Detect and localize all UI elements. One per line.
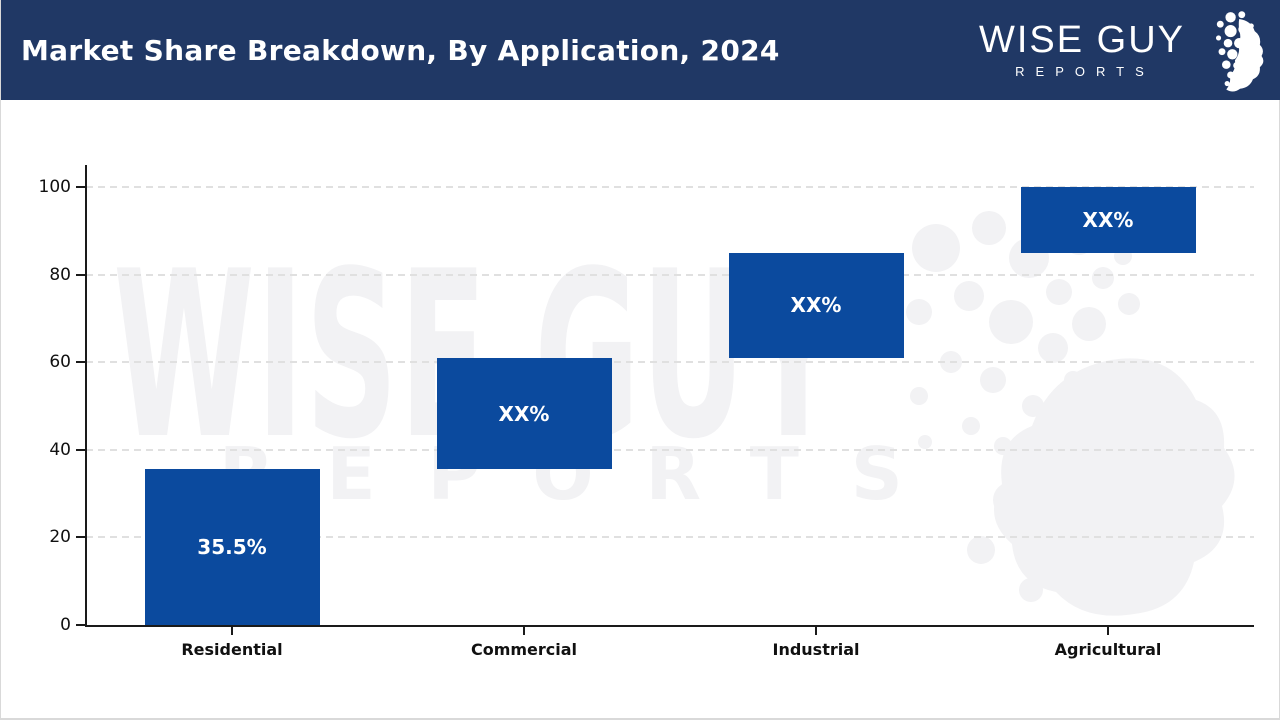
watermark-head-dots — [906, 211, 1235, 616]
y-tick-label-80: 80 — [49, 264, 71, 285]
y-tick-label-20: 20 — [49, 527, 71, 548]
y-tick-100 — [76, 185, 85, 188]
x-tick-commercial — [523, 627, 525, 635]
gridline-20 — [86, 536, 1254, 539]
bar-label-residential: 35.5% — [197, 535, 267, 560]
y-tick-label-40: 40 — [49, 439, 71, 460]
y-tick-label-0: 0 — [60, 615, 71, 635]
y-tick-60 — [76, 361, 85, 364]
y-tick-40 — [76, 448, 85, 451]
gridline-80 — [86, 273, 1254, 276]
bar-label-industrial: XX% — [790, 293, 842, 318]
x-label-industrial: Industrial — [772, 640, 860, 659]
x-tick-industrial — [815, 627, 817, 635]
gridline-40 — [86, 448, 1254, 451]
brand-logo-text: WISE GUY REPORTS — [979, 21, 1185, 79]
brand-subtitle: REPORTS — [1015, 64, 1155, 79]
gridline-100 — [86, 185, 1254, 188]
y-tick-20 — [76, 536, 85, 539]
bar-industrial — [728, 252, 904, 358]
x-label-agricultural: Agricultural — [1054, 640, 1162, 659]
gridline-60 — [86, 361, 1254, 364]
brand-logo: WISE GUY REPORTS — [979, 6, 1265, 94]
y-tick-0 — [76, 624, 85, 626]
x-label-residential: Residential — [181, 640, 283, 659]
x-tick-agricultural — [1107, 627, 1109, 635]
bar-label-commercial: XX% — [498, 401, 550, 426]
brand-name: WISE GUY — [978, 19, 1185, 61]
y-tick-label-100: 100 — [38, 176, 71, 197]
page-title: Market Share Breakdown, By Application, … — [21, 33, 780, 67]
bar-commercial — [436, 357, 612, 470]
bar-label-agricultural: XX% — [1082, 207, 1134, 232]
bar-agricultural — [1020, 186, 1196, 253]
brand-head-icon — [1215, 11, 1264, 92]
y-tick-label-60: 60 — [49, 352, 71, 373]
y-tick-80 — [76, 273, 85, 276]
x-axis-line — [85, 625, 1254, 627]
x-label-commercial: Commercial — [470, 640, 578, 659]
header-bar: Market Share Breakdown, By Application, … — [1, 0, 1280, 100]
x-tick-residential — [231, 627, 233, 635]
y-axis-line — [85, 165, 87, 627]
bar-residential — [144, 469, 320, 625]
